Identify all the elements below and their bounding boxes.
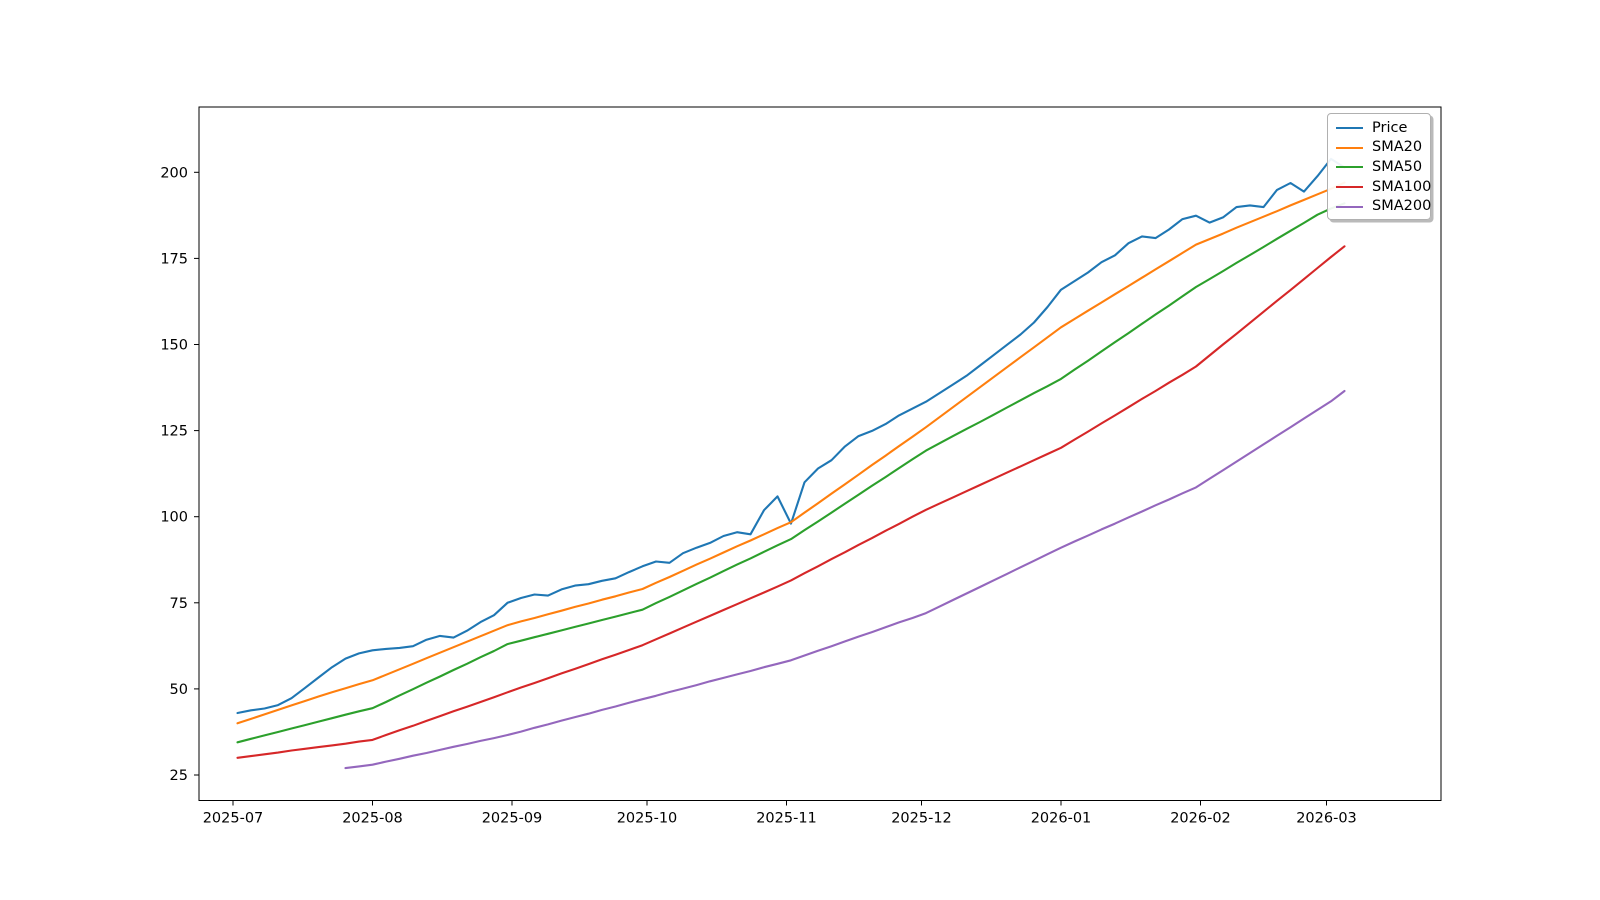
x-axis-tick-label: 2026-03 — [1296, 811, 1357, 827]
x-axis-tick-label: 2025-10 — [617, 811, 678, 827]
sma50-line — [236, 202, 1346, 744]
legend-item-sma200: SMA200 — [1328, 197, 1432, 217]
y-axis-tick-label: 25 — [170, 768, 188, 784]
plot-frame — [198, 106, 1442, 801]
sma20-line — [236, 181, 1346, 725]
sma20-line-sample-icon — [1336, 146, 1363, 149]
y-axis-tick-label: 50 — [170, 682, 188, 698]
price-line-sample-icon — [1336, 126, 1363, 129]
y-axis-tick-label: 150 — [160, 338, 188, 354]
x-axis-tick-label: 2025-08 — [342, 811, 403, 827]
y-axis-tick-label: 200 — [160, 165, 188, 181]
y-axis-tick-label: 100 — [160, 510, 188, 526]
sma100-line — [236, 245, 1346, 759]
legend-label-sma200: SMA200 — [1372, 198, 1432, 215]
sma200-line — [344, 389, 1346, 770]
y-axis-tick-label: 175 — [160, 251, 188, 267]
x-axis-tick-label: 2025-12 — [891, 811, 952, 827]
x-axis-tick-label: 2025-11 — [756, 811, 817, 827]
legend-item-sma100: SMA100 — [1328, 177, 1432, 197]
y-axis-tick-label: 125 — [160, 424, 188, 440]
price-line — [236, 157, 1346, 715]
y-axis-tick-label: 75 — [170, 596, 188, 612]
legend-label-price: Price — [1372, 119, 1408, 136]
x-axis-tick-label: 2026-01 — [1031, 811, 1092, 827]
x-axis-tick-label: 2025-07 — [203, 811, 264, 827]
legend-item-sma20: SMA20 — [1328, 138, 1430, 158]
legend-item-price: Price — [1328, 118, 1430, 138]
sma50-line-sample-icon — [1336, 166, 1363, 169]
x-axis-tick-label: 2026-02 — [1170, 811, 1231, 827]
legend: Price SMA20 SMA50 SMA100 SMA200 — [1327, 113, 1431, 220]
legend-label-sma20: SMA20 — [1372, 139, 1423, 156]
sma100-line-sample-icon — [1336, 185, 1363, 188]
sma200-line-sample-icon — [1336, 205, 1363, 208]
legend-item-sma50: SMA50 — [1328, 157, 1430, 177]
legend-label-sma100: SMA100 — [1372, 178, 1432, 195]
legend-label-sma50: SMA50 — [1372, 158, 1423, 175]
x-axis-tick-label: 2025-09 — [482, 811, 543, 827]
